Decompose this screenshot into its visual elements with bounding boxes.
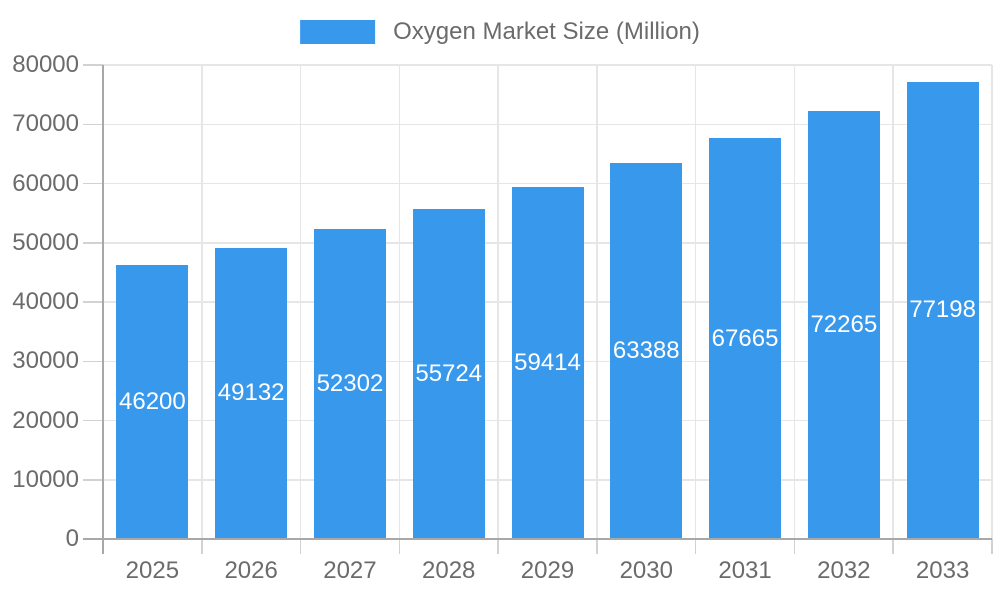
h-gridline bbox=[103, 123, 992, 125]
x-tick-mark bbox=[398, 539, 401, 554]
y-tick-label: 60000 bbox=[12, 169, 79, 197]
y-tick-mark bbox=[83, 64, 103, 66]
bar[interactable]: 67665 bbox=[709, 138, 782, 539]
v-gridline bbox=[201, 65, 203, 539]
y-tick-label: 30000 bbox=[12, 347, 79, 375]
x-tick-label: 2031 bbox=[718, 557, 772, 584]
v-gridline bbox=[793, 65, 796, 539]
plot-area: 46200 49132 52302 55724 59414 63388 67665 72265… bbox=[103, 64, 993, 539]
bar-value-label: 77198 bbox=[909, 296, 976, 324]
y-tick-label: 10000 bbox=[12, 465, 79, 493]
y-tick-label: 40000 bbox=[12, 288, 79, 315]
v-gridline bbox=[694, 65, 697, 539]
bar[interactable]: 46200 bbox=[116, 265, 189, 539]
bar[interactable]: 72265 bbox=[807, 110, 880, 539]
bar[interactable]: 49132 bbox=[215, 247, 288, 539]
x-tick-mark bbox=[201, 539, 203, 554]
y-tick-label: 50000 bbox=[12, 228, 79, 256]
bar[interactable]: 55724 bbox=[412, 208, 485, 539]
y-tick-mark bbox=[83, 182, 103, 185]
x-tick-mark bbox=[991, 539, 993, 554]
v-gridline bbox=[596, 65, 598, 539]
bar[interactable]: 77198 bbox=[906, 81, 979, 539]
bar-value-label: 67665 bbox=[711, 324, 779, 352]
x-tick-label: 2025 bbox=[125, 557, 180, 584]
v-gridline bbox=[299, 65, 302, 539]
bar[interactable]: 63388 bbox=[610, 163, 683, 539]
y-tick-label: 70000 bbox=[12, 110, 79, 138]
y-tick-mark bbox=[83, 360, 103, 362]
y-tick-label: 20000 bbox=[12, 406, 79, 434]
y-tick-mark bbox=[83, 242, 103, 244]
x-tick-label: 2028 bbox=[422, 557, 476, 584]
x-tick-mark bbox=[299, 539, 302, 554]
legend-item[interactable]: Oxygen Market Size (Million) bbox=[300, 18, 700, 46]
bar-value-label: 72265 bbox=[810, 310, 878, 338]
x-tick-label: 2029 bbox=[520, 557, 575, 584]
x-axis-line bbox=[83, 538, 992, 540]
bar-value-label: 55724 bbox=[415, 359, 483, 387]
y-tick-mark bbox=[83, 301, 103, 303]
x-tick-label: 2027 bbox=[323, 557, 377, 584]
x-tick-label: 2033 bbox=[915, 557, 970, 584]
x-tick-mark bbox=[596, 539, 598, 554]
h-gridline bbox=[103, 182, 992, 185]
x-tick-label: 2026 bbox=[224, 557, 278, 584]
x-tick-label: 2032 bbox=[817, 557, 871, 584]
bar-value-label: 49132 bbox=[217, 379, 285, 407]
x-tick-label: 2030 bbox=[619, 557, 673, 584]
x-tick-mark bbox=[892, 539, 894, 554]
y-tick-label: 80000 bbox=[12, 51, 79, 78]
v-gridline bbox=[398, 65, 401, 539]
bar-value-label: 52302 bbox=[316, 370, 384, 398]
y-tick-label: 0 bbox=[65, 525, 79, 552]
y-tick-mark bbox=[83, 419, 103, 422]
legend-swatch bbox=[300, 20, 376, 44]
bar-value-label: 63388 bbox=[612, 337, 680, 365]
v-gridline bbox=[497, 65, 499, 539]
bar[interactable]: 52302 bbox=[313, 229, 386, 539]
x-tick-mark bbox=[793, 539, 796, 554]
bar-value-label: 59414 bbox=[514, 348, 581, 376]
x-tick-mark bbox=[694, 539, 697, 554]
bar[interactable]: 59414 bbox=[511, 186, 584, 539]
v-gridline bbox=[892, 65, 894, 539]
y-tick-mark bbox=[83, 123, 103, 125]
y-axis-line bbox=[102, 65, 104, 554]
h-gridline bbox=[103, 64, 992, 66]
v-gridline bbox=[991, 65, 993, 539]
bar-value-label: 46200 bbox=[119, 388, 186, 416]
legend-label: Oxygen Market Size (Million) bbox=[393, 18, 700, 45]
y-tick-mark bbox=[83, 479, 103, 481]
x-tick-mark bbox=[497, 539, 499, 554]
